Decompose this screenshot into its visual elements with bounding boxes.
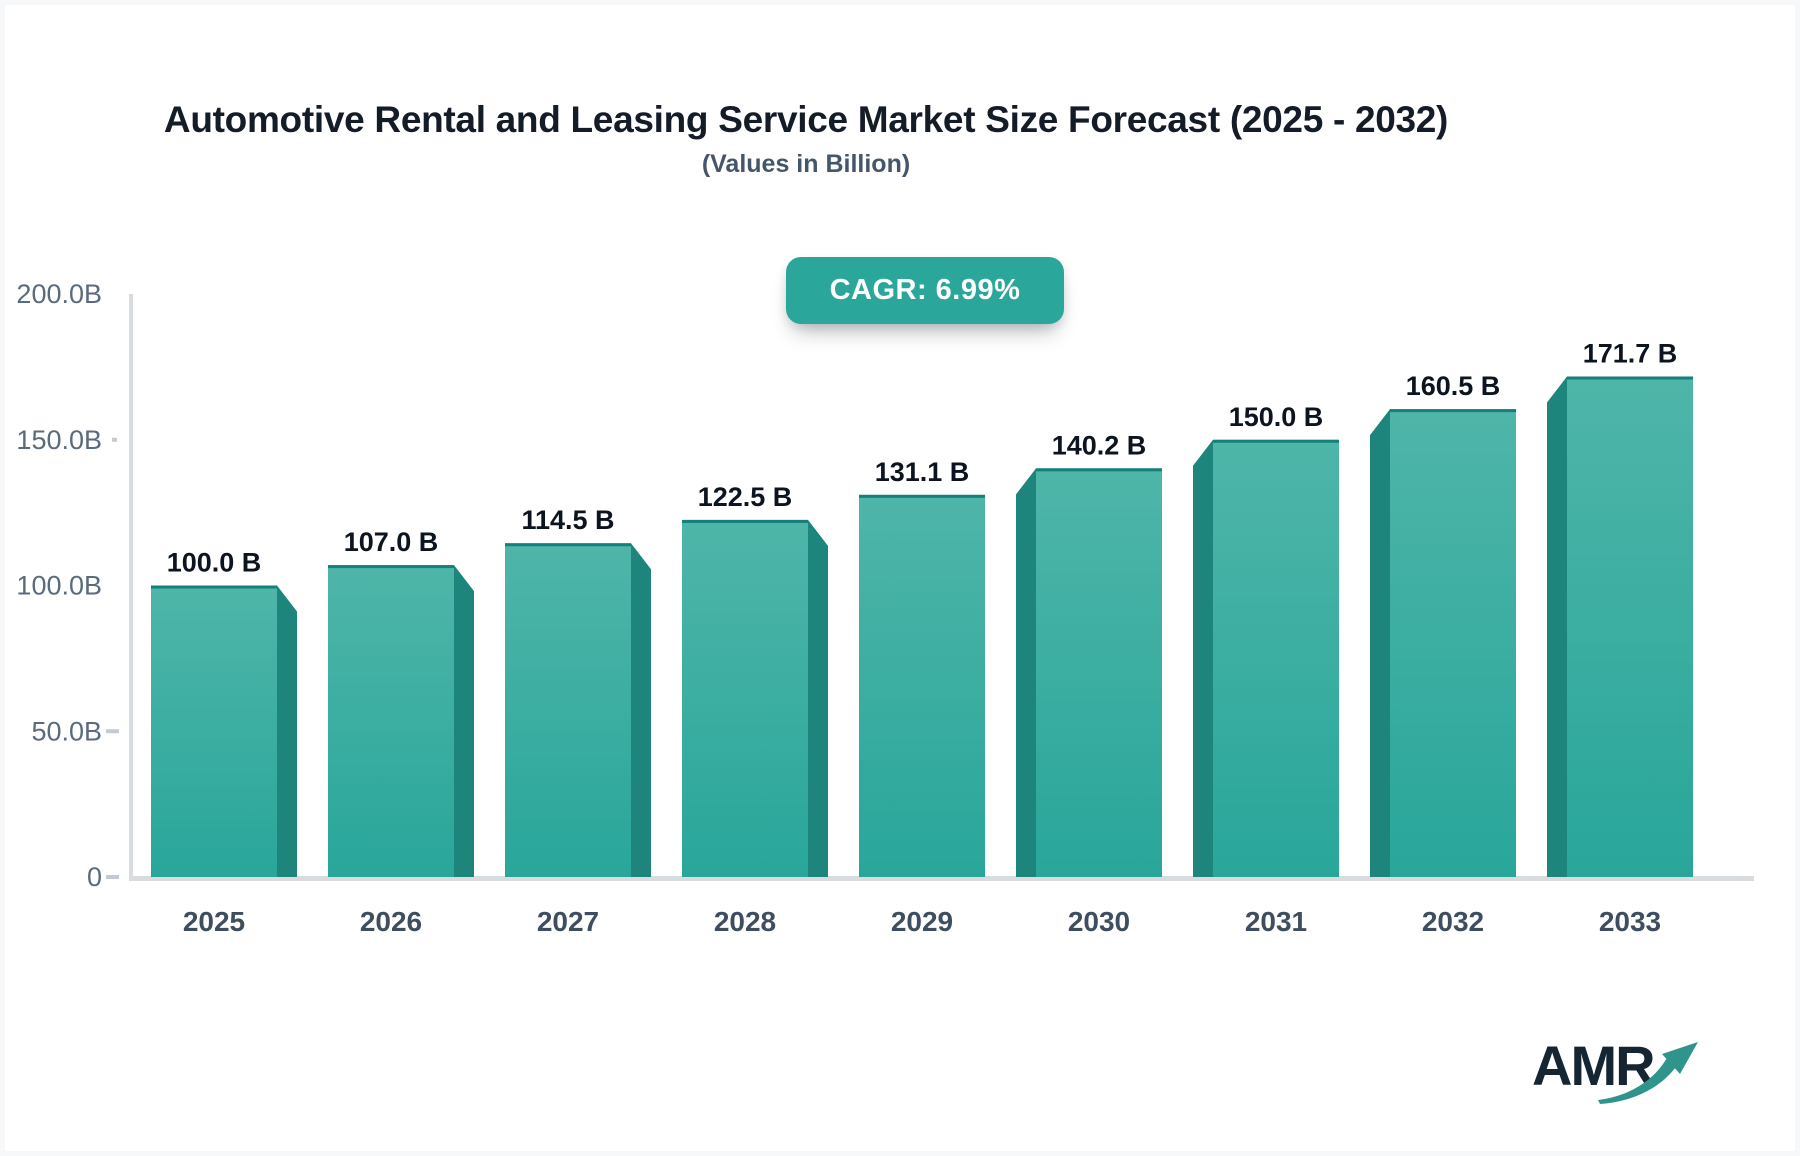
x-axis-label: 2028 — [714, 906, 776, 937]
bar-top-edge — [1567, 376, 1693, 380]
tick-mark — [106, 729, 119, 734]
bar — [328, 565, 454, 877]
y-axis-label: 150.0B — [16, 425, 102, 455]
x-axis-label: 2027 — [537, 906, 599, 937]
bar-value-label: 171.7 B — [1583, 338, 1678, 368]
y-axis-label: 50.0B — [31, 716, 102, 746]
bar — [151, 585, 277, 877]
y-axis-label: 0 — [87, 862, 102, 892]
bar-top-edge — [151, 585, 277, 589]
y-axis-label: 200.0B — [16, 279, 102, 309]
bar — [1213, 439, 1339, 877]
bar-top-edge — [682, 519, 808, 523]
bar-side — [277, 585, 297, 877]
chart-title: Automotive Rental and Leasing Service Ma… — [163, 99, 1449, 140]
cagr-badge-label: CAGR: 6.99% — [829, 274, 1021, 306]
bar-value-label: 131.1 B — [875, 457, 970, 487]
bar-side — [1193, 439, 1213, 877]
bar-top-edge — [1036, 468, 1162, 472]
y-axis-label: 100.0B — [16, 571, 102, 601]
x-axis-label: 2033 — [1599, 906, 1661, 937]
x-axis-label: 2029 — [891, 906, 953, 937]
bar-top-edge — [859, 494, 985, 498]
bar-side — [1370, 409, 1390, 877]
x-axis-label: 2026 — [360, 906, 422, 937]
bar-value-label: 160.5 B — [1406, 371, 1501, 401]
cagr-badge: CAGR: 6.99% — [786, 257, 1064, 324]
bar-value-label: 122.5 B — [698, 482, 793, 512]
bar-value-label: 114.5 B — [521, 505, 614, 535]
bar-top-edge — [1390, 409, 1516, 413]
tick-mark — [106, 875, 119, 879]
y-axis-line — [129, 294, 133, 881]
x-axis-label: 2032 — [1422, 906, 1484, 937]
bar-side — [1016, 468, 1036, 877]
amr-logo: AMR — [1532, 1034, 1698, 1108]
bar-value-label: 100.0 B — [167, 548, 262, 578]
x-axis-label: 2031 — [1245, 906, 1307, 937]
x-axis-label: 2030 — [1068, 906, 1130, 937]
bar-side — [454, 565, 474, 877]
bar — [505, 543, 631, 877]
bar-top-edge — [505, 543, 631, 547]
bar-value-label: 140.2 B — [1052, 430, 1147, 460]
bar — [1567, 376, 1693, 877]
tick-mark — [112, 437, 117, 442]
bar-top-edge — [328, 565, 454, 569]
chart-subtitle: (Values in Billion) — [701, 150, 911, 178]
bar-side — [1547, 376, 1567, 877]
bar-side — [631, 543, 651, 877]
x-axis-line — [129, 876, 1754, 881]
bar — [1036, 468, 1162, 877]
x-axis-label: 2025 — [183, 906, 245, 937]
bar — [1390, 409, 1516, 877]
bar-top-edge — [1213, 439, 1339, 443]
bar — [859, 494, 985, 877]
bar-side — [808, 519, 828, 877]
bar-value-label: 150.0 B — [1229, 402, 1324, 432]
growth-arrow-icon — [1598, 1042, 1698, 1104]
amr-logo-text: AMR — [1532, 1034, 1656, 1097]
bar-value-label: 107.0 B — [344, 527, 439, 557]
bar — [682, 519, 808, 877]
